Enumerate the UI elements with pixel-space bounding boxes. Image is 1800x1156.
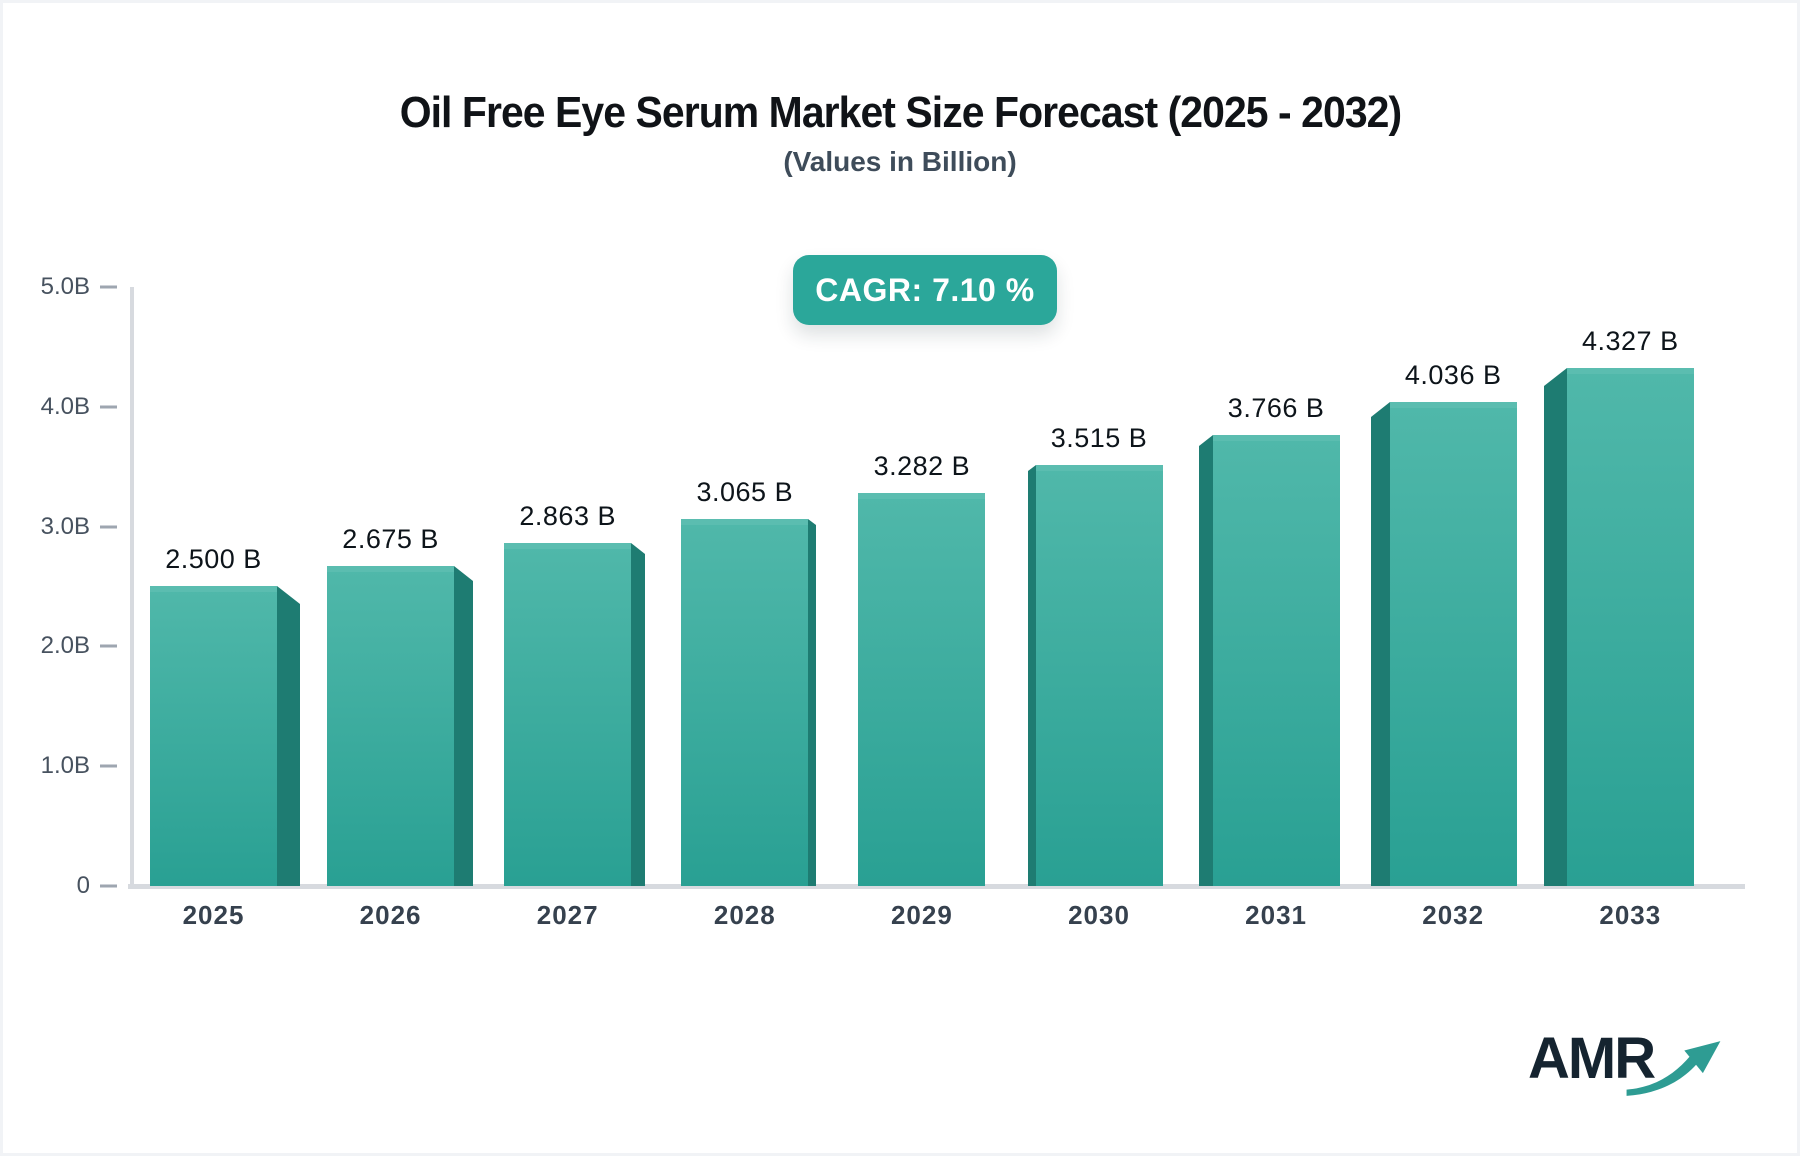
bar-2028 — [681, 519, 817, 886]
title-row: Oil Free Eye Serum Market Size Forecast … — [0, 88, 1800, 138]
bar-value-label: 3.515 B — [1050, 423, 1148, 453]
bar-2033 — [1543, 368, 1694, 886]
bar-2032 — [1370, 402, 1517, 886]
bar-value-label: 2.675 B — [342, 524, 439, 554]
chart-title: Oil Free Eye Serum Market Size Forecast … — [399, 88, 1401, 137]
bar-value-label: 3.065 B — [696, 477, 794, 507]
x-axis-label: 2030 — [1068, 900, 1130, 930]
x-axis-label: 2033 — [1599, 900, 1662, 930]
chart-subtitle: (Values in Billion) — [783, 146, 1017, 177]
bar-2029 — [858, 493, 986, 886]
bar-2030 — [1027, 465, 1163, 886]
subtitle-row: (Values in Billion) — [0, 146, 1800, 178]
bar-2026 — [327, 566, 474, 886]
x-axis-label: 2028 — [713, 900, 776, 930]
x-axis-label: 2027 — [536, 900, 599, 930]
y-axis-tick — [100, 764, 117, 768]
amr-logo: AMR — [1528, 1026, 1721, 1108]
y-axis-label: 0 — [76, 872, 90, 899]
amr-logo-text: AMR — [1528, 1026, 1656, 1091]
bar-value-label: 3.282 B — [873, 451, 971, 481]
bar-2025 — [150, 586, 300, 886]
x-axis-label: 2025 — [182, 900, 245, 930]
cagr-badge: CAGR: 7.10 % — [793, 255, 1057, 325]
bar-2031 — [1198, 435, 1340, 886]
y-axis-label: 5.0B — [40, 273, 90, 300]
x-axis-label: 2029 — [890, 900, 953, 930]
bar-2027 — [504, 543, 646, 886]
y-axis-tick — [100, 644, 117, 648]
bar-value-label: 2.863 B — [519, 501, 616, 531]
y-axis-tick — [100, 525, 117, 529]
bar-value-label: 3.766 B — [1227, 393, 1325, 423]
y-axis-label: 4.0B — [40, 392, 90, 420]
bar-value-label: 2.500 B — [165, 544, 262, 574]
y-axis-line — [130, 287, 134, 889]
y-axis-label: 2.0B — [40, 632, 90, 660]
y-axis-tick — [100, 285, 117, 289]
y-axis-tick — [100, 884, 117, 888]
x-axis-label: 2031 — [1245, 900, 1308, 930]
y-axis-label: 3.0B — [40, 512, 90, 540]
x-axis-line — [128, 884, 1745, 889]
y-axis-label: 1.0B — [40, 752, 90, 780]
x-axis-label: 2032 — [1422, 900, 1485, 930]
bar-value-label: 4.327 B — [1582, 326, 1679, 356]
y-axis-tick — [100, 405, 117, 409]
bar-value-label: 4.036 B — [1404, 360, 1502, 390]
cagr-badge-label: CAGR: 7.10 % — [815, 271, 1035, 308]
x-axis-label: 2026 — [359, 900, 422, 930]
growth-arrow-icon — [1626, 1041, 1721, 1096]
